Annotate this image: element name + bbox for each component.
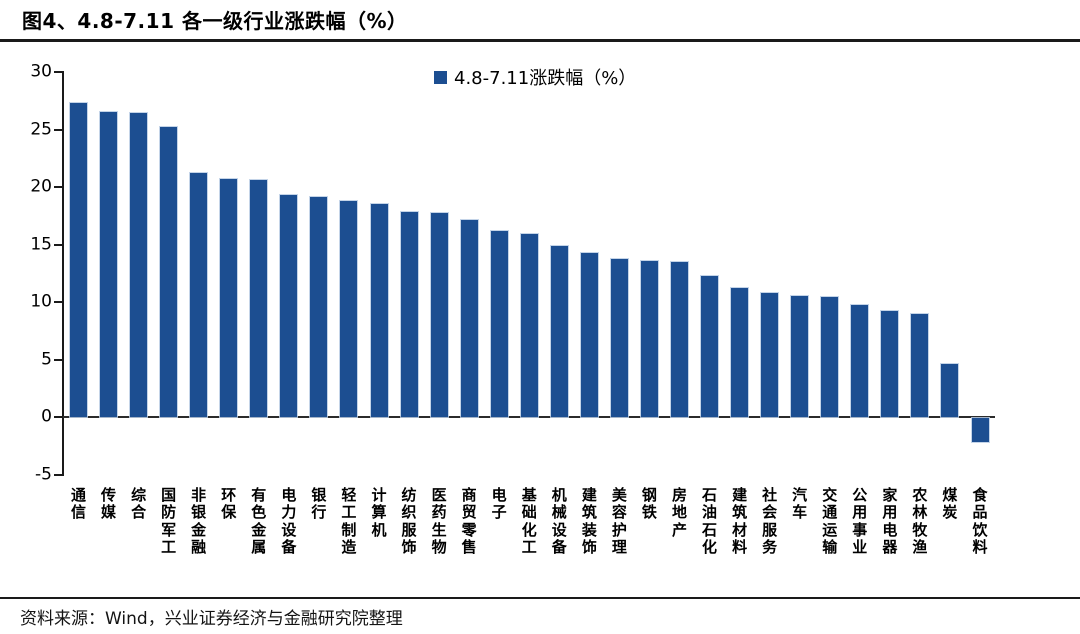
bar: [370, 204, 388, 417]
x-axis-category-label: 轻工制造: [341, 486, 357, 556]
x-axis-category-label: 农林牧渔: [912, 486, 928, 556]
y-axis-tick-label: 15: [30, 234, 52, 254]
x-axis-category-label: 煤炭: [942, 486, 958, 522]
figure-title: 图4、4.8-7.11 各一级行业涨跌幅（%）: [22, 9, 408, 33]
x-axis-zero-line: [62, 416, 995, 418]
bar: [640, 260, 658, 417]
x-axis-category-label: 建筑材料: [732, 486, 748, 556]
bar: [400, 212, 418, 417]
x-axis-category-label: 汽车: [792, 486, 808, 522]
bar: [701, 275, 719, 417]
bar: [821, 297, 839, 417]
title-divider: [0, 39, 1080, 42]
bar: [430, 213, 448, 417]
legend-label: 4.8-7.11涨跌幅（%）: [454, 68, 637, 89]
bar: [490, 230, 508, 417]
bar: [100, 112, 118, 417]
x-axis-category-label: 综合: [131, 486, 147, 522]
source-note: 资料来源：Wind，兴业证券经济与金融研究院整理: [20, 609, 403, 629]
x-axis-category-label: 有色金属: [251, 486, 267, 556]
x-axis-category-label: 计算机: [371, 486, 387, 539]
chart-legend: 4.8-7.11涨跌幅（%）: [434, 64, 636, 90]
bar: [250, 180, 268, 417]
bar: [310, 197, 328, 417]
x-axis-category-label: 社会服务: [762, 486, 778, 556]
bar: [971, 418, 989, 443]
x-axis-category-label: 电力设备: [281, 486, 297, 556]
footer-divider: [0, 597, 1080, 599]
y-axis-tick-label: 5: [41, 349, 52, 369]
bar: [731, 288, 749, 417]
x-axis-category-label: 通信: [70, 486, 87, 522]
x-axis-category-label: 传媒: [101, 486, 117, 522]
bar: [130, 113, 148, 417]
bar: [791, 296, 809, 417]
bar: [460, 220, 478, 417]
x-axis-category-label: 国防军工: [161, 486, 177, 556]
x-axis-category-label: 环保: [221, 486, 237, 522]
bar: [911, 313, 929, 417]
x-axis-category-label: 银行: [311, 486, 327, 522]
bar: [520, 234, 538, 417]
x-axis-category-label: 石油石化: [702, 486, 718, 556]
y-axis-tick-mark: [54, 128, 63, 131]
y-axis-tick-label: 10: [30, 291, 52, 312]
y-axis-tick-label: 20: [30, 176, 52, 197]
y-axis-tick-mark: [54, 243, 63, 246]
x-axis-category-label: 纺织服饰: [401, 486, 417, 556]
bar: [851, 305, 869, 417]
bar: [671, 261, 688, 417]
x-axis-category-label: 公用事业: [852, 486, 868, 556]
bar: [941, 364, 959, 417]
y-axis-tick-label: 25: [30, 119, 52, 139]
bar: [761, 292, 779, 417]
x-axis-category-label: 医药生物: [431, 486, 447, 556]
x-axis-category-label: 电子: [491, 486, 507, 522]
bar: [160, 127, 178, 417]
y-axis-tick-label: 30: [30, 61, 52, 82]
x-axis-category-label: 美容护理: [611, 486, 627, 556]
x-axis-category-label: 建筑装饰: [581, 486, 597, 556]
bar: [190, 173, 208, 417]
bar: [550, 245, 568, 417]
bar: [610, 259, 628, 417]
legend-swatch-icon: [434, 70, 447, 84]
bar: [280, 195, 298, 417]
y-axis-tick-label: 0: [41, 406, 52, 427]
bar: [220, 178, 238, 417]
x-axis-category-label: 食品饮料: [972, 486, 988, 556]
x-axis-category-label: 商贸零售: [461, 486, 477, 556]
x-axis-category-label: 基础化工: [521, 486, 537, 556]
y-axis-tick-mark: [54, 186, 63, 188]
x-axis-category-label: 机械设备: [551, 486, 567, 556]
bar: [70, 103, 87, 417]
y-axis-tick-label: -5: [35, 464, 52, 484]
y-axis-tick-mark: [54, 301, 63, 303]
y-axis-tick-mark: [54, 416, 63, 418]
x-axis-category-label: 非银金融: [191, 486, 207, 556]
bar: [340, 200, 358, 417]
x-axis-category-label: 交通运输: [822, 486, 838, 556]
x-axis-category-label: 家用电器: [882, 486, 898, 556]
y-axis: [62, 71, 64, 476]
x-axis-category-label: 房地产: [671, 486, 688, 539]
y-axis-tick-mark: [54, 473, 63, 476]
y-axis-tick-mark: [54, 71, 63, 73]
bar: [881, 311, 899, 417]
y-axis-tick-mark: [54, 358, 63, 361]
x-axis-category-label: 钢铁: [641, 486, 657, 522]
bar: [580, 252, 598, 417]
